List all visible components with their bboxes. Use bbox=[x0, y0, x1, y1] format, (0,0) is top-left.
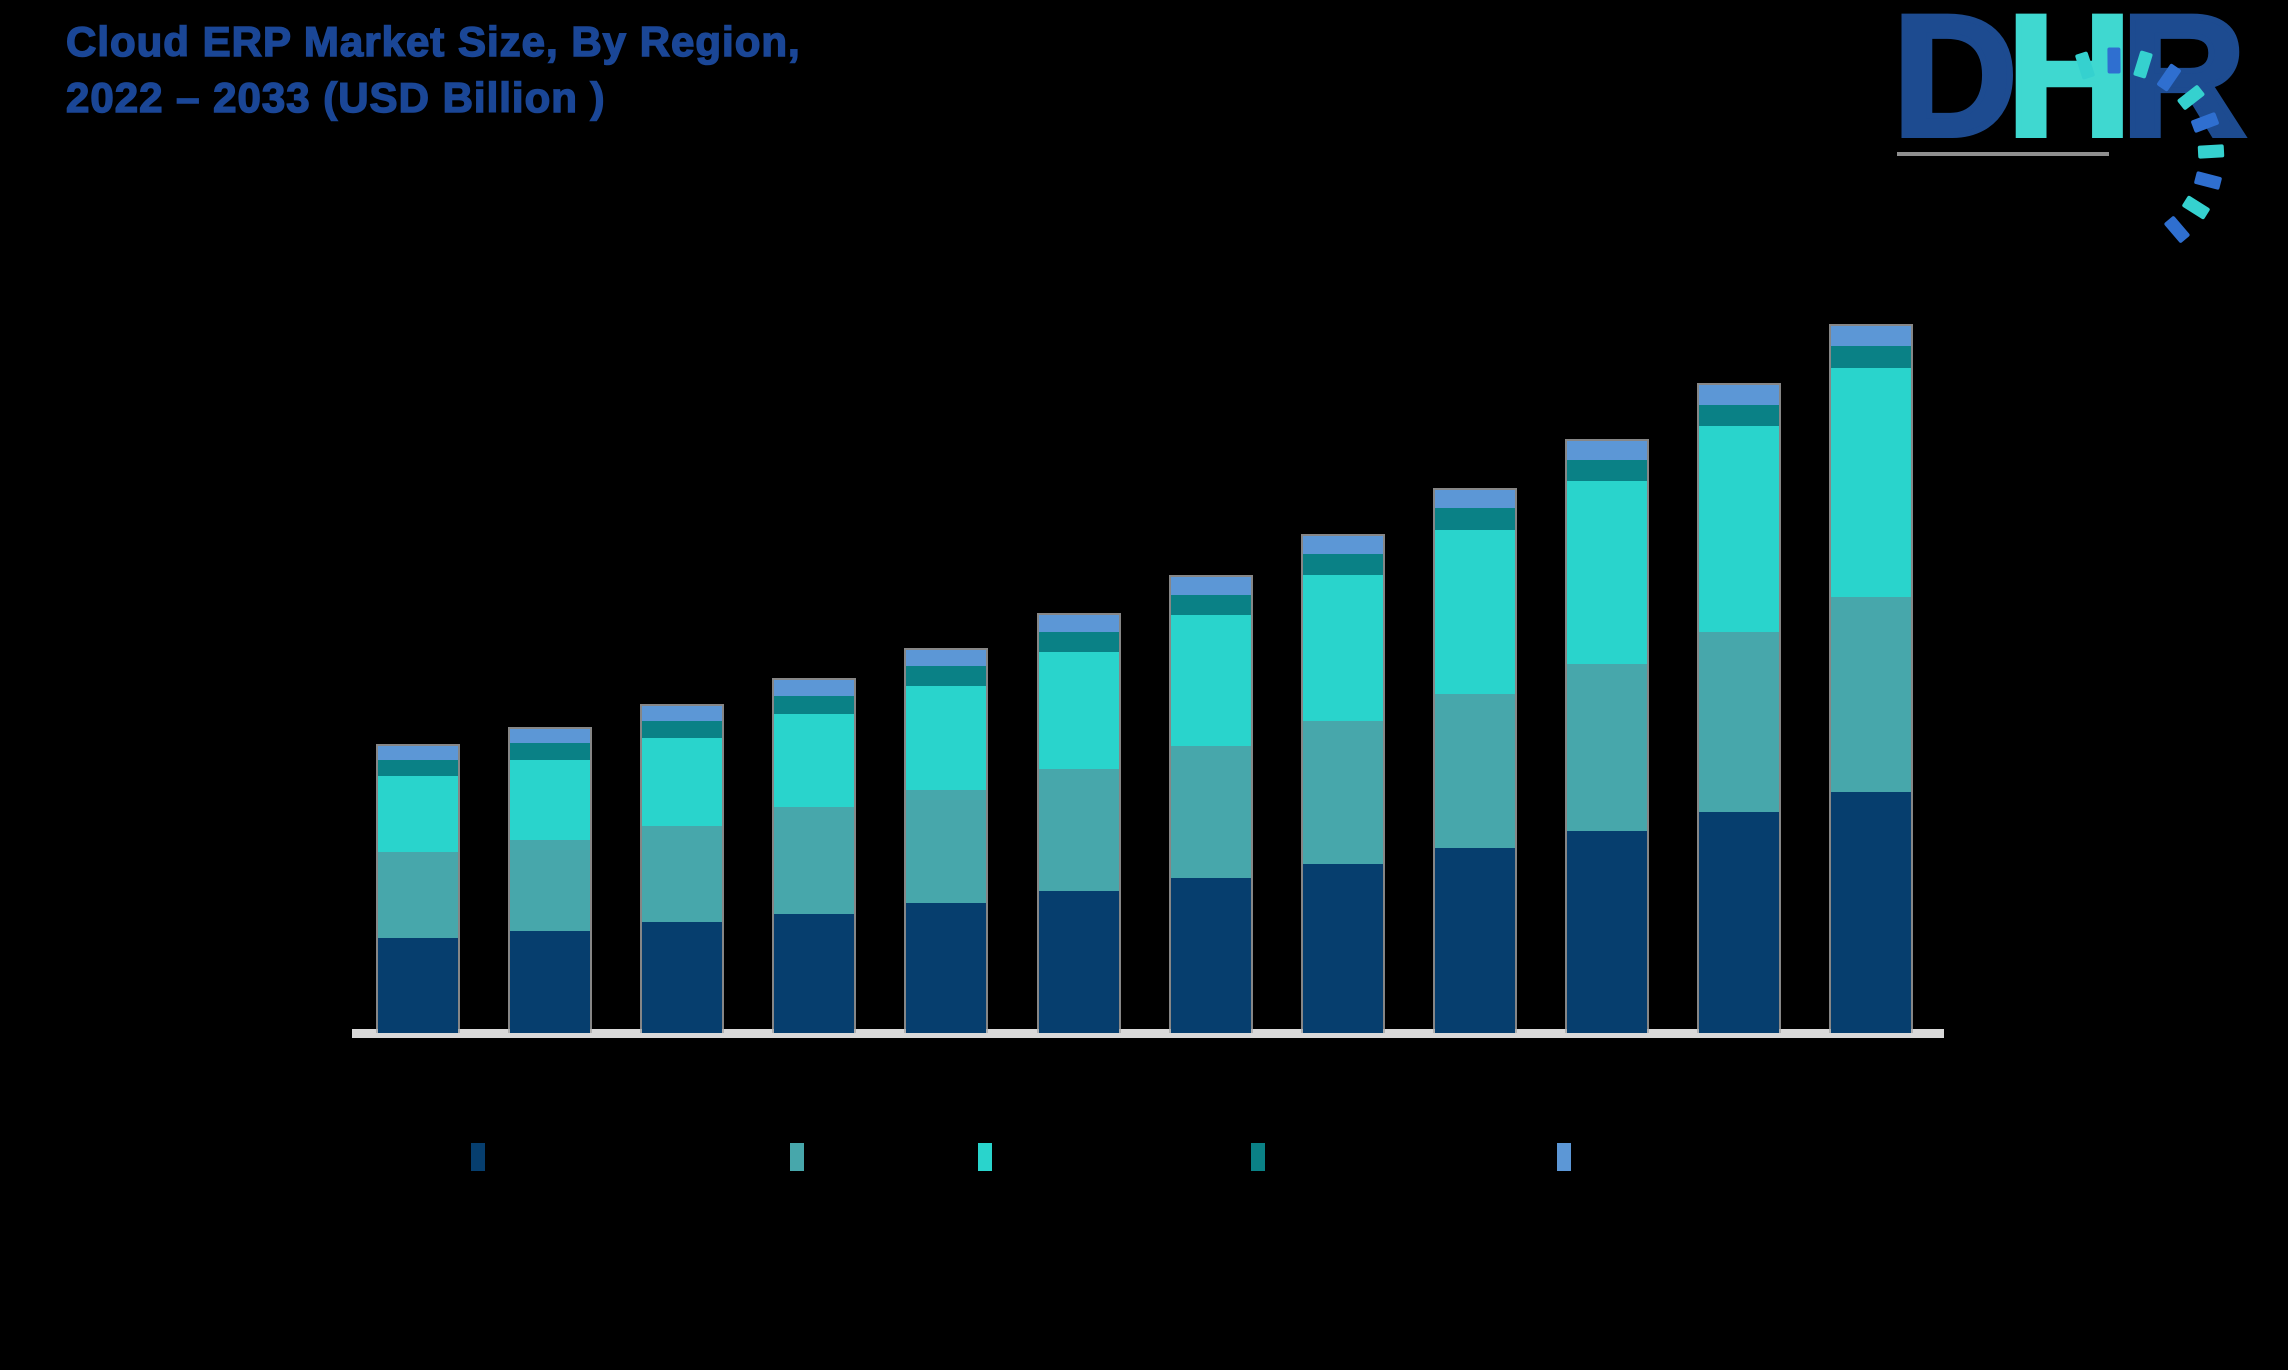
bar-2030 bbox=[1432, 487, 1517, 1033]
bar-segment-region-5-light-blue bbox=[510, 729, 591, 744]
bar-segment-region-1-navy bbox=[1170, 877, 1251, 1033]
bar-segment-region-4-dark-teal bbox=[1302, 554, 1383, 575]
bar-segment-region-1-navy bbox=[1566, 830, 1647, 1033]
bar-segment-region-1-navy bbox=[1302, 863, 1383, 1033]
sparkle-dash-icon bbox=[2197, 144, 2225, 159]
bar-segment-region-2-sea-teal bbox=[1831, 597, 1912, 792]
bar-segment-region-4-dark-teal bbox=[1170, 594, 1251, 615]
bar-2022 bbox=[376, 743, 460, 1033]
bar-segment-region-4-dark-teal bbox=[906, 666, 987, 686]
bar-segment-region-5-light-blue bbox=[906, 649, 987, 667]
legend-swatch bbox=[978, 1143, 992, 1171]
bar-segment-region-4-dark-teal bbox=[1434, 508, 1515, 530]
bar-segment-region-3-turquoise bbox=[1699, 426, 1779, 632]
bar-segment-region-2-sea-teal bbox=[1566, 664, 1647, 831]
logo-underline bbox=[1897, 152, 2109, 156]
legend-swatch bbox=[471, 1143, 485, 1171]
sparkle-dash-icon bbox=[2107, 47, 2121, 74]
logo-letter: R bbox=[2118, 0, 2248, 172]
bar-segment-region-4-dark-teal bbox=[378, 759, 458, 776]
bar-segment-region-4-dark-teal bbox=[642, 720, 723, 739]
bar-2026 bbox=[904, 647, 989, 1033]
bar-segment-region-1-navy bbox=[1699, 811, 1779, 1033]
chart-title: Cloud ERP Market Size, By Region, 2022 –… bbox=[65, 14, 801, 126]
bar-segment-region-3-turquoise bbox=[510, 759, 591, 841]
legend-swatch bbox=[1557, 1143, 1571, 1171]
bar-2024 bbox=[640, 703, 725, 1033]
x-axis-line bbox=[352, 1029, 1944, 1038]
bar-segment-region-1-navy bbox=[378, 937, 458, 1033]
bar-2033 bbox=[1829, 323, 1914, 1033]
sparkle-dash-icon bbox=[2163, 215, 2191, 244]
dhr-logo-letters: DHR bbox=[1890, 0, 2249, 165]
bar-segment-region-4-dark-teal bbox=[1699, 404, 1779, 427]
bar-segment-region-3-turquoise bbox=[642, 738, 723, 826]
bar-2031 bbox=[1564, 438, 1649, 1033]
bar-segment-region-4-dark-teal bbox=[1038, 632, 1119, 652]
bar-segment-region-5-light-blue bbox=[1038, 614, 1119, 633]
chart-title-line2: 2022 – 2033 (USD Billion ) bbox=[65, 73, 606, 122]
bar-segment-region-1-navy bbox=[1434, 847, 1515, 1033]
legend-swatch bbox=[790, 1143, 804, 1171]
sparkle-dash-icon bbox=[2193, 170, 2223, 191]
bar-segment-region-1-navy bbox=[510, 930, 591, 1033]
bar-2023 bbox=[508, 727, 593, 1033]
bar-2025 bbox=[772, 677, 857, 1033]
bar-segment-region-3-turquoise bbox=[1038, 651, 1119, 770]
bar-segment-region-5-light-blue bbox=[378, 745, 458, 760]
bar-segment-region-5-light-blue bbox=[1831, 325, 1912, 347]
bar-segment-region-4-dark-teal bbox=[1566, 459, 1647, 481]
bar-segment-region-3-turquoise bbox=[378, 775, 458, 853]
bar-segment-region-2-sea-teal bbox=[906, 790, 987, 903]
bar-2029 bbox=[1300, 533, 1385, 1033]
bar-segment-region-1-navy bbox=[1038, 890, 1119, 1033]
bar-segment-region-2-sea-teal bbox=[1302, 721, 1383, 864]
bar-segment-region-2-sea-teal bbox=[1434, 694, 1515, 848]
bar-segment-region-2-sea-teal bbox=[642, 825, 723, 922]
bar-segment-region-3-turquoise bbox=[1170, 614, 1251, 747]
bar-segment-region-5-light-blue bbox=[1434, 489, 1515, 509]
bar-2028 bbox=[1168, 574, 1253, 1033]
dhr-logo: DHR bbox=[1890, 0, 2273, 316]
bar-segment-region-1-navy bbox=[774, 914, 855, 1033]
logo-letter: D bbox=[1890, 0, 2020, 172]
bar-2032 bbox=[1697, 383, 1781, 1033]
bar-segment-region-1-navy bbox=[1831, 791, 1912, 1033]
legend-swatch bbox=[1251, 1143, 1265, 1171]
bar-segment-region-2-sea-teal bbox=[510, 840, 591, 931]
bar-segment-region-2-sea-teal bbox=[774, 807, 855, 915]
bar-segment-region-5-light-blue bbox=[642, 705, 723, 721]
bar-segment-region-1-navy bbox=[906, 902, 987, 1033]
bar-segment-region-3-turquoise bbox=[1831, 368, 1912, 598]
bar-segment-region-5-light-blue bbox=[1170, 576, 1251, 595]
bar-segment-region-5-light-blue bbox=[1566, 440, 1647, 460]
bar-segment-region-1-navy bbox=[642, 921, 723, 1033]
bar-segment-region-3-turquoise bbox=[774, 713, 855, 808]
bar-segment-region-4-dark-teal bbox=[774, 695, 855, 714]
bar-2027 bbox=[1036, 612, 1121, 1033]
bar-segment-region-2-sea-teal bbox=[1038, 769, 1119, 891]
bar-segment-region-2-sea-teal bbox=[378, 852, 458, 938]
bar-segment-region-3-turquoise bbox=[906, 685, 987, 791]
bar-segment-region-2-sea-teal bbox=[1699, 631, 1779, 812]
bar-segment-region-3-turquoise bbox=[1434, 529, 1515, 695]
bar-segment-region-3-turquoise bbox=[1566, 480, 1647, 665]
sparkle-dash-icon bbox=[2181, 194, 2211, 220]
bar-segment-region-3-turquoise bbox=[1302, 574, 1383, 722]
bar-segment-region-5-light-blue bbox=[1302, 535, 1383, 555]
bar-segment-region-4-dark-teal bbox=[1831, 346, 1912, 369]
logo-letter: H bbox=[2004, 0, 2134, 172]
chart-title-line1: Cloud ERP Market Size, By Region, bbox=[65, 17, 801, 66]
bar-segment-region-2-sea-teal bbox=[1170, 746, 1251, 878]
bar-segment-region-5-light-blue bbox=[774, 679, 855, 696]
bar-segment-region-5-light-blue bbox=[1699, 385, 1779, 405]
bar-segment-region-4-dark-teal bbox=[510, 743, 591, 760]
